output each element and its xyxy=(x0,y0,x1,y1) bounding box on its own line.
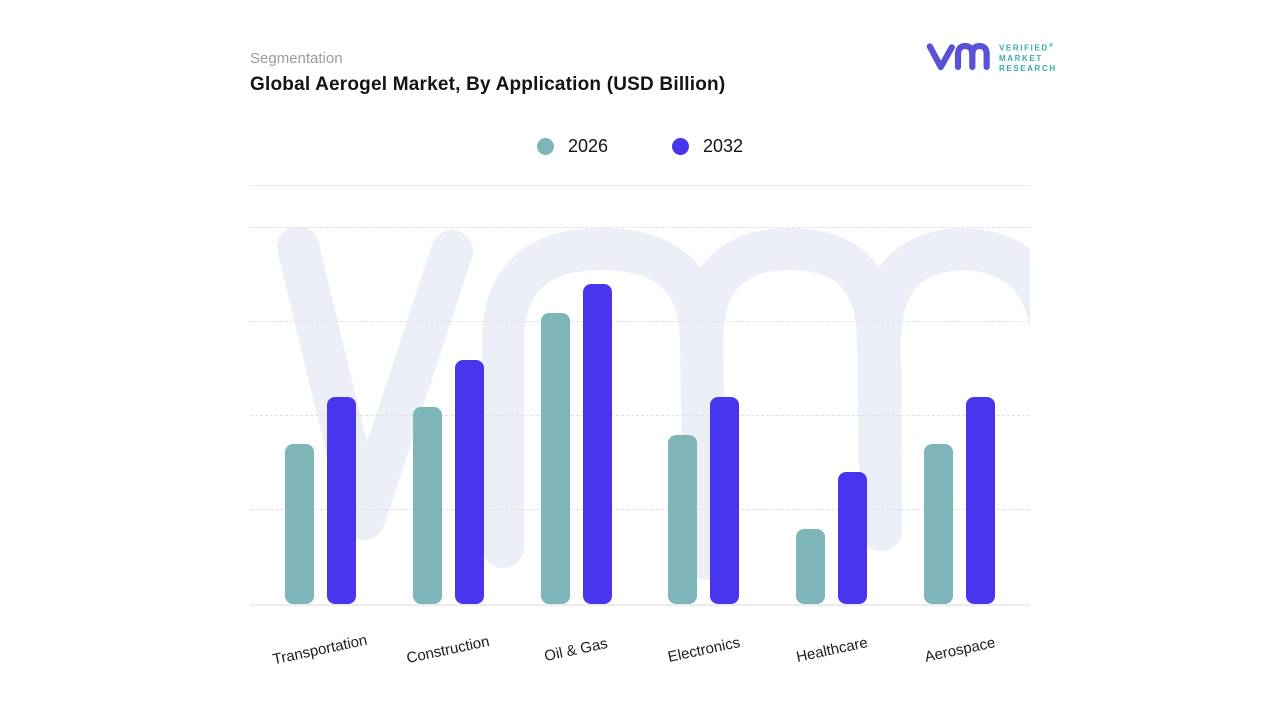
bars-layer xyxy=(250,227,1030,604)
category-label-oil-gas: Oil & Gas xyxy=(542,635,610,665)
legend-label-2026: 2026 xyxy=(567,136,608,156)
bar-group-oil-gas xyxy=(540,284,612,604)
category-label-construction: Construction xyxy=(405,632,491,668)
legend: 2026 2032 xyxy=(250,136,1030,157)
legend-item-2026[interactable]: 2026 xyxy=(536,136,608,157)
bar-group-aerospace xyxy=(923,397,995,604)
vmr-logo-glyph-icon xyxy=(926,38,990,79)
bar-transportation-2032[interactable] xyxy=(327,397,356,604)
gridline-3 xyxy=(250,321,1030,322)
category-label-aerospace: Aerospace xyxy=(923,634,997,666)
gridline-1 xyxy=(250,509,1030,510)
bar-transportation-2026[interactable] xyxy=(285,444,314,604)
bar-electronics-2026[interactable] xyxy=(668,435,698,604)
registered-mark: ® xyxy=(1048,42,1054,49)
vmr-logo-text: VERIFIED® MARKET RESEARCH xyxy=(999,43,1057,75)
bar-construction-2032[interactable] xyxy=(454,360,484,604)
bar-healthcare-2026[interactable] xyxy=(796,529,826,604)
bar-oil-gas-2026[interactable] xyxy=(540,313,570,604)
bar-group-transportation xyxy=(285,397,356,604)
category-label-transportation: Transportation xyxy=(271,631,369,669)
legend-swatch-2032 xyxy=(672,138,689,155)
bar-aerospace-2026[interactable] xyxy=(923,444,953,604)
header-divider xyxy=(250,185,1030,186)
vmr-logo: VERIFIED® MARKET RESEARCH xyxy=(926,38,1057,79)
bar-group-electronics xyxy=(668,397,740,604)
bar-group-healthcare xyxy=(796,472,868,604)
plot-area xyxy=(250,227,1030,606)
logo-line-1: VERIFIED® xyxy=(999,42,1054,53)
category-label-electronics: Electronics xyxy=(666,634,742,666)
x-axis-line xyxy=(250,604,1030,606)
logo-line-3: RESEARCH xyxy=(999,64,1057,74)
page-title: Global Aerogel Market, By Application (U… xyxy=(250,74,726,95)
gridline-4 xyxy=(250,227,1030,228)
legend-label-2032: 2032 xyxy=(703,136,744,156)
logo-line-2: MARKET xyxy=(999,53,1043,63)
bar-group-construction xyxy=(412,360,484,604)
gridline-2 xyxy=(250,415,1030,416)
bar-healthcare-2032[interactable] xyxy=(838,472,868,604)
bar-oil-gas-2032[interactable] xyxy=(582,284,612,604)
bar-construction-2026[interactable] xyxy=(412,407,442,604)
legend-swatch-2026 xyxy=(536,138,554,155)
vm-watermark-icon xyxy=(250,227,1030,604)
bar-aerospace-2032[interactable] xyxy=(965,397,995,604)
category-label-healthcare: Healthcare xyxy=(794,634,870,666)
bar-electronics-2032[interactable] xyxy=(710,397,740,604)
legend-item-2032[interactable]: 2032 xyxy=(672,136,743,157)
section-eyebrow: Segmentation xyxy=(250,50,343,67)
